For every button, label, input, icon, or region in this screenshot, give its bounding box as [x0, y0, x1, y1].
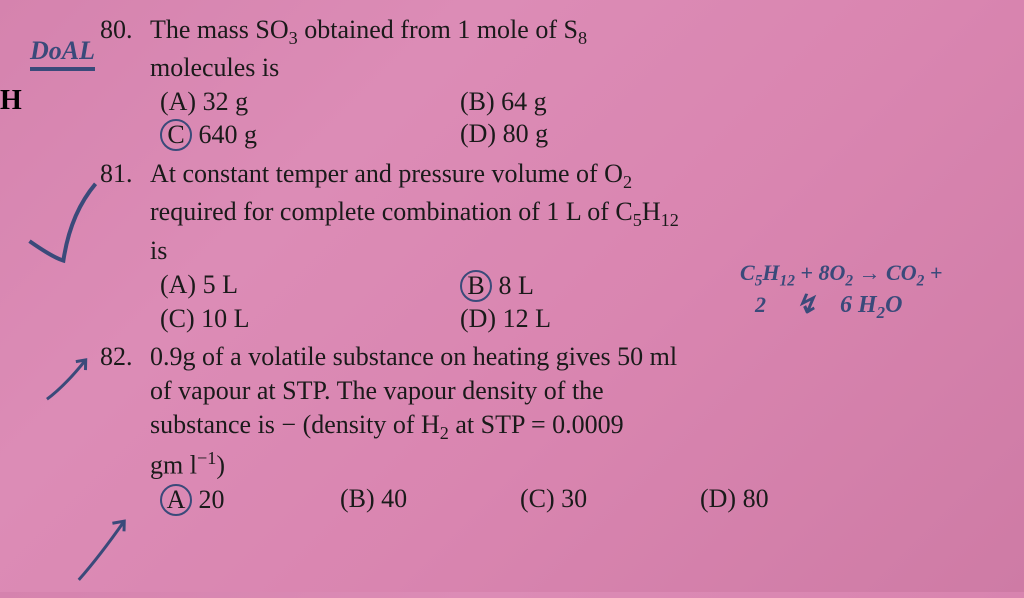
handwritten-eq2: 2 [755, 292, 766, 318]
handwritten-scribble: ↯ [795, 290, 817, 320]
q80-optA: (A) 32 g [160, 87, 460, 117]
q81-optD: (D) 12 L [460, 304, 760, 334]
tick-q82 [35, 350, 105, 421]
q81-optC: (C) 10 L [160, 304, 460, 334]
q80-optB: (B) 64 g [460, 87, 760, 117]
margin-mark: H [0, 85, 22, 117]
q81-line2: required for complete combination of 1 L… [150, 197, 964, 231]
tick-q82-answer [64, 514, 145, 597]
q81-number: 81. [100, 159, 150, 189]
q82-number: 82. [100, 342, 150, 372]
q82-line2: of vapour at STP. The vapour density of … [150, 376, 964, 406]
q80-optD: (D) 80 g [460, 119, 760, 151]
handwritten-equation: C5H12 + 8O2 → CO2 + [740, 260, 942, 290]
question-82: 82. 0.9g of a volatile substance on heat… [100, 342, 964, 517]
q82-optA: A 20 [160, 484, 340, 516]
q82-optC: (C) 30 [520, 484, 700, 516]
question-81: 81. At constant temper and pressure volu… [100, 159, 964, 333]
q82-line1: 0.9g of a volatile substance on heating … [150, 342, 964, 372]
q80-optC: C 640 g [160, 119, 460, 151]
circled-b-81: B [460, 270, 492, 302]
q80-line1: The mass SO3 obtained from 1 mole of S8 [150, 15, 964, 49]
q81-optA: (A) 5 L [160, 270, 460, 302]
handwritten-doal: DoAL [30, 36, 95, 66]
question-80: 80. The mass SO3 obtained from 1 mole of… [100, 15, 964, 151]
q81-optB: B 8 L [460, 270, 760, 302]
tick-q81 [11, 178, 119, 304]
circled-a-82: A [160, 484, 192, 516]
handwritten-h2o: 6 H2O [840, 292, 902, 323]
q82-optB: (B) 40 [340, 484, 520, 516]
q82-line3: substance is − (density of H2 at STP = 0… [150, 410, 964, 444]
q82-optD: (D) 80 [700, 484, 880, 516]
q80-line2: molecules is [150, 53, 964, 83]
q81-line1: At constant temper and pressure volume o… [150, 159, 964, 193]
q82-line4: gm l−1) [150, 448, 964, 481]
q80-number: 80. [100, 15, 150, 45]
circled-c: C [160, 119, 192, 151]
